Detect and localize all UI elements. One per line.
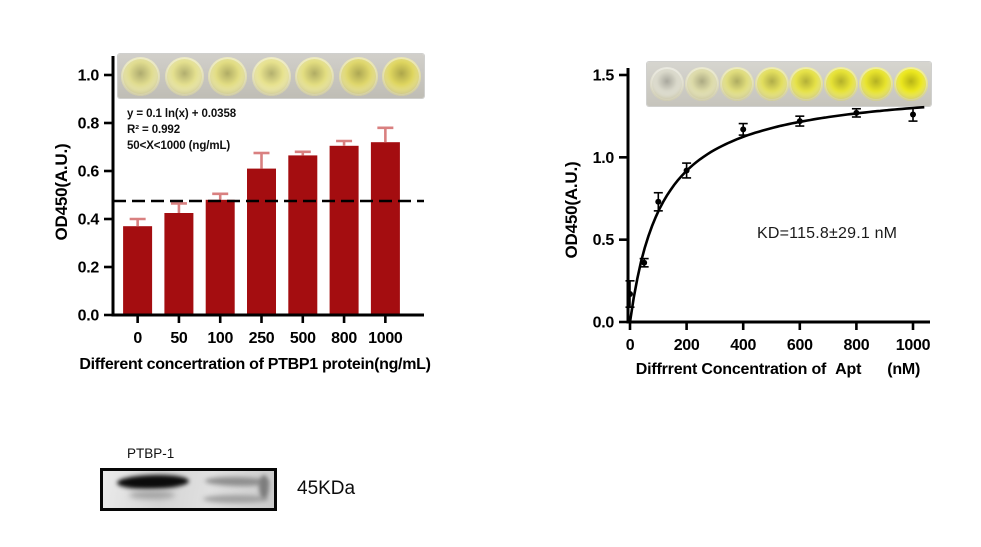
well-6 [338,56,378,96]
well-6 [824,67,859,101]
well-1 [650,67,684,101]
well-7 [382,56,421,96]
svg-text:0.6: 0.6 [78,164,100,181]
well-5 [789,67,824,101]
blot-band-faint-lower [203,495,269,503]
blot-band-faint-shadow [129,491,175,499]
well-4 [754,67,789,101]
bar-250 [247,168,276,315]
bars [123,126,400,315]
well-4 [251,56,291,96]
well-3 [208,56,247,96]
svg-text:200: 200 [674,337,700,354]
bar-1000 [370,142,400,315]
curve-x-label-unit: (nM) [887,361,921,378]
svg-text:0: 0 [626,337,635,354]
well-2 [164,56,204,96]
svg-text:50: 50 [170,330,188,347]
svg-text:800: 800 [331,330,357,347]
svg-text:0.0: 0.0 [78,308,100,325]
svg-text:1000: 1000 [896,337,931,354]
bar-x-axis-label: Different concertration of PTBP1 protein… [79,356,431,373]
bar-plot-area: 0.0 0.2 0.4 0.6 0.8 1.0 0 50 100 250 500 800 1000 [78,56,424,347]
well-1 [121,56,160,96]
svg-text:0.0: 0.0 [593,315,615,332]
curve-y-axis-label: OD450(A.U.) [562,162,581,259]
svg-text:1.0: 1.0 [593,150,615,167]
well-2 [684,67,719,101]
well-8 [893,67,928,101]
well-3 [719,67,754,101]
svg-text:1000: 1000 [368,330,403,347]
svg-text:0.8: 0.8 [78,116,100,133]
annotation-line-equation: y = 0.1 ln(x) + 0.0358 [127,108,237,120]
regression-annotation: y = 0.1 ln(x) + 0.0358 R² = 0.992 50<X<1… [127,106,236,154]
bar-0 [123,226,153,315]
binding-curve-chart: OD450(A.U.) KD=115.8±29.1 nM 0.0 0.5 1.0 1.… [562,67,931,354]
svg-text:0: 0 [133,330,142,347]
bar-800 [329,145,359,315]
bar-500 [288,155,318,315]
kd-annotation: KD=115.8±29.1 nM [757,225,897,242]
bar-50 [164,213,194,315]
svg-text:800: 800 [844,337,870,354]
svg-text:0.4: 0.4 [78,212,100,229]
well-7 [859,67,894,101]
svg-text:600: 600 [787,337,813,354]
svg-text:500: 500 [290,330,316,347]
elisa-bar-chart: OD450(A.U.) 0.0 0.2 0.4 0.6 0.8 1.0 0 50 100 250 5… [52,56,424,347]
blot-band-strong [116,474,190,490]
curve-x-label-prefix: Diffrrent Concentration of [635,361,827,378]
data-points [625,107,918,308]
svg-text:1.5: 1.5 [593,67,615,84]
annotation-line-range: 50<X<1000 (ng/mL) [127,140,231,152]
blot-protein-label: PTBP-1 [127,446,175,461]
western-blot-image [100,468,277,511]
blot-marker-label: 45KDa [297,478,356,499]
svg-text:0.5: 0.5 [593,232,615,249]
fit-curve [628,105,925,323]
well-5 [295,56,334,96]
curve-x-label-apt: Apt [835,361,862,378]
bar-y-axis-label: OD450(A.U.) [52,144,71,241]
svg-text:250: 250 [249,330,275,347]
svg-text:0.2: 0.2 [78,260,100,277]
svg-text:100: 100 [207,330,233,347]
curve-x-axis-label: Diffrrent Concentration of Apt (nM) [558,361,981,379]
curve-plot-area: 0.0 0.5 1.0 1.5 0 200 400 600 800 1000 [593,67,931,354]
elisa-well-strip [118,54,424,98]
blot-band-edge-blob [259,475,269,499]
svg-text:400: 400 [730,337,756,354]
bar-100 [205,199,235,315]
annotation-line-r2: R² = 0.992 [127,124,181,136]
svg-text:1.0: 1.0 [78,68,100,85]
apt-well-strip [647,62,931,106]
